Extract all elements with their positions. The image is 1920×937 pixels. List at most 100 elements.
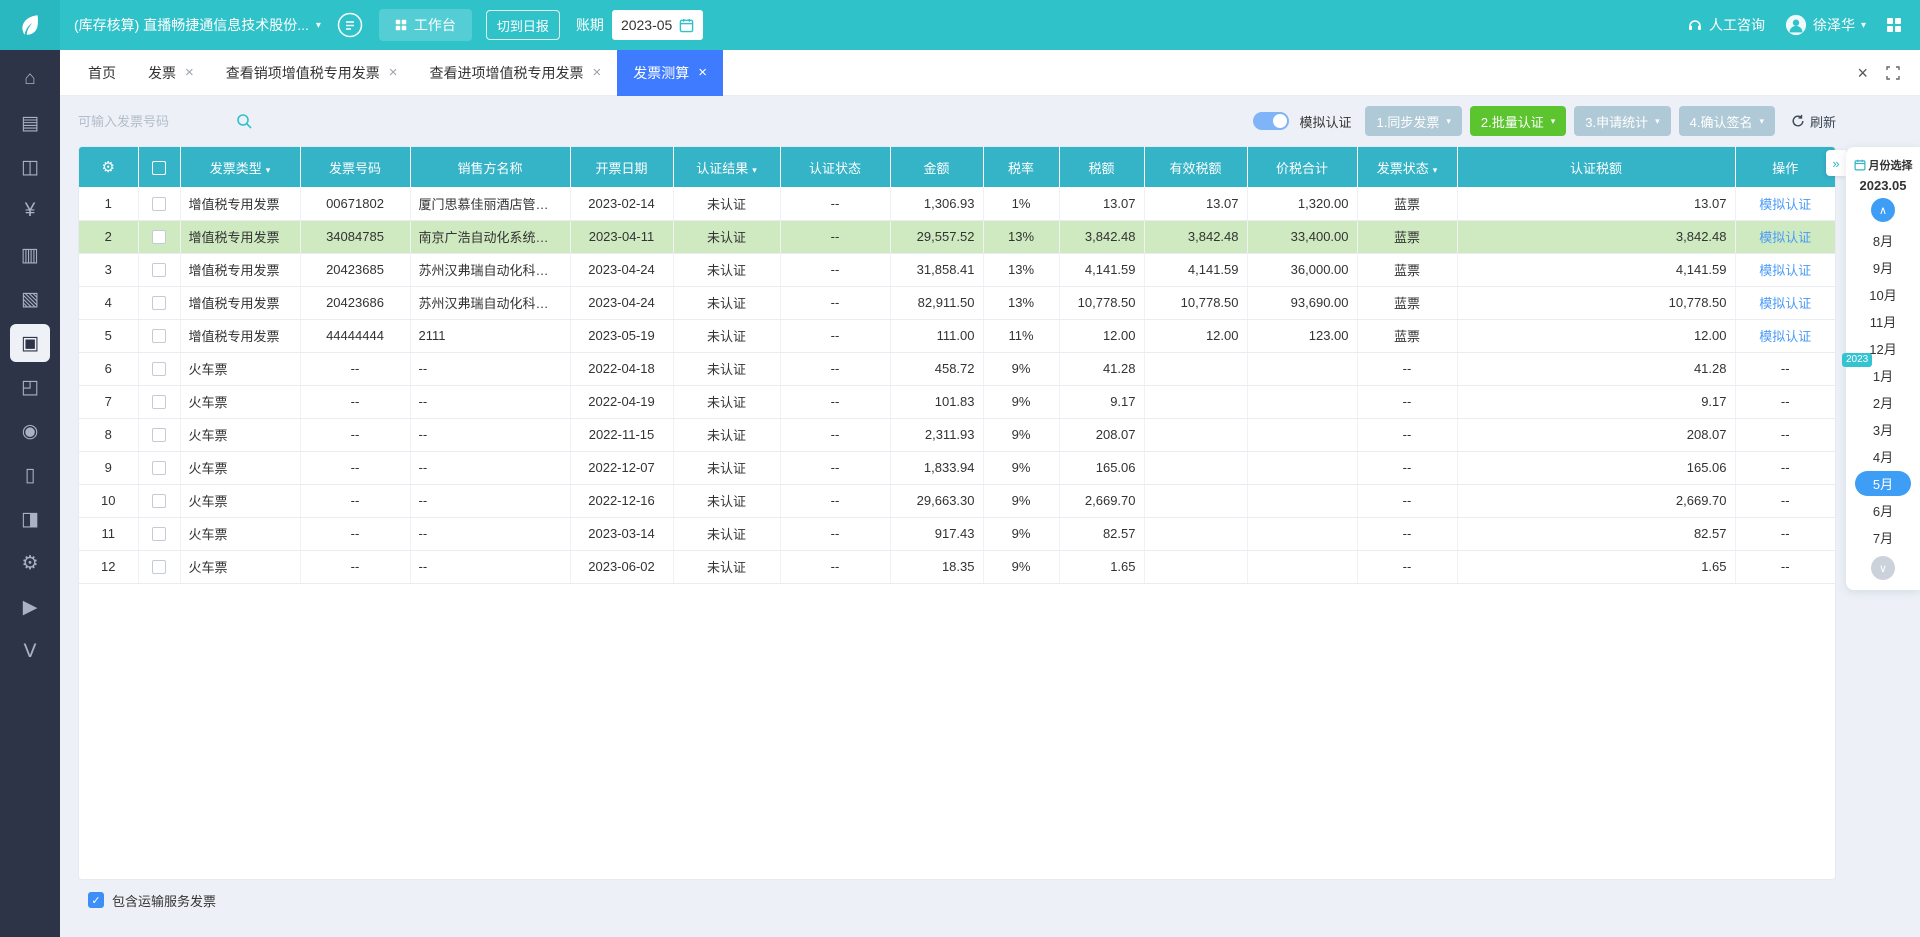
month-item-3[interactable]: 10月 bbox=[1855, 281, 1911, 308]
column-header-invoice-status[interactable]: 发票状态 ▾ bbox=[1357, 147, 1458, 187]
column-header-invoice-number[interactable]: 发票号码 bbox=[300, 147, 411, 187]
sidebar-item-salary[interactable]: ◨ bbox=[10, 500, 50, 538]
column-header-seller-name[interactable]: 销售方名称 bbox=[410, 147, 571, 187]
row-checkbox[interactable] bbox=[152, 428, 166, 443]
tab-close-icon[interactable]: × bbox=[698, 64, 708, 81]
close-icon[interactable]: × bbox=[1857, 62, 1868, 83]
month-item-10[interactable]: 5月 bbox=[1855, 471, 1911, 496]
tab-view-input-vat-invoice[interactable]: 查看进项增值税专用发票 × bbox=[414, 50, 618, 96]
month-item-9[interactable]: 4月 bbox=[1855, 443, 1911, 470]
row-checkbox[interactable] bbox=[152, 329, 166, 344]
sync-invoices-button[interactable]: 1.同步发票 ▾ bbox=[1365, 106, 1462, 136]
fullscreen-icon[interactable] bbox=[1886, 65, 1900, 80]
row-checkbox[interactable] bbox=[152, 494, 166, 509]
daily-report-icon[interactable] bbox=[337, 12, 363, 38]
simulate-certify-toggle[interactable] bbox=[1253, 112, 1290, 130]
month-item-12[interactable]: 7月 bbox=[1855, 524, 1911, 551]
simulate-certify-link[interactable]: 模拟认证 bbox=[1759, 263, 1812, 278]
app-logo[interactable] bbox=[0, 0, 60, 50]
filter-caret-icon[interactable]: ▾ bbox=[265, 164, 271, 175]
cell-amount: 31,858.41 bbox=[890, 253, 984, 287]
column-header-certify-result[interactable]: 认证结果 ▾ bbox=[673, 147, 781, 187]
search-icon[interactable] bbox=[236, 113, 252, 129]
column-header-certified-tax[interactable]: 认证税额 bbox=[1457, 147, 1736, 187]
switch-daily-button[interactable]: 切到日报 bbox=[485, 10, 560, 40]
row-checkbox[interactable] bbox=[152, 560, 166, 575]
company-selector[interactable]: (库存核算) 直播畅捷通信息技术股份... ▾ bbox=[74, 15, 321, 35]
invoice-number-search-input[interactable] bbox=[78, 113, 228, 129]
simulate-certify-link[interactable]: 模拟认证 bbox=[1759, 230, 1812, 245]
row-checkbox[interactable] bbox=[152, 362, 166, 377]
sidebar-item-voucher[interactable]: ▤ bbox=[10, 104, 50, 142]
row-checkbox[interactable] bbox=[152, 296, 166, 311]
tab-close-icon[interactable]: × bbox=[388, 64, 398, 81]
row-number: 12 bbox=[79, 550, 139, 584]
column-header-total-with-tax[interactable]: 价税合计 bbox=[1247, 147, 1358, 187]
sidebar-item-invoice[interactable]: ▥ bbox=[10, 236, 50, 274]
workbench-button[interactable]: 工作台 bbox=[378, 9, 472, 41]
column-header-tax-amount[interactable]: 税额 bbox=[1059, 147, 1145, 187]
month-item-2[interactable]: 9月 bbox=[1855, 254, 1911, 281]
simulate-certify-link[interactable]: 模拟认证 bbox=[1759, 196, 1812, 212]
sidebar-item-checkout[interactable]: ▯ bbox=[10, 456, 50, 494]
confirm-sign-button[interactable]: 4.确认签名 ▾ bbox=[1678, 106, 1775, 136]
month-item-7[interactable]: 2月 bbox=[1855, 389, 1911, 416]
row-checkbox[interactable] bbox=[152, 461, 166, 476]
select-all-checkbox[interactable] bbox=[152, 160, 166, 175]
month-item-4[interactable]: 11月 bbox=[1855, 308, 1911, 335]
tab-close-icon[interactable]: × bbox=[592, 64, 602, 81]
month-item-1[interactable]: 8月 bbox=[1855, 227, 1911, 254]
filter-caret-icon[interactable]: ▾ bbox=[1432, 164, 1438, 175]
sidebar-item-home[interactable]: ⌂ bbox=[10, 60, 50, 98]
scroll-up-button[interactable]: ∧ bbox=[1871, 198, 1895, 222]
month-item-5[interactable]: 12月 bbox=[1855, 335, 1911, 362]
column-header-invoice-date[interactable]: 开票日期 bbox=[570, 147, 674, 187]
column-header-certify-status[interactable]: 认证状态 bbox=[780, 147, 891, 187]
tab-invoice[interactable]: 发票 × bbox=[132, 50, 210, 96]
sidebar-item-funds[interactable]: ¥ bbox=[10, 192, 50, 230]
month-item-11[interactable]: 6月 bbox=[1855, 497, 1911, 524]
gear-icon[interactable]: ⚙ bbox=[101, 159, 115, 176]
column-settings-header[interactable]: ⚙ bbox=[79, 147, 139, 187]
column-header-operation[interactable]: 操作 bbox=[1735, 147, 1835, 187]
collapse-panel-button[interactable]: » bbox=[1826, 150, 1846, 176]
tab-home[interactable]: 首页 bbox=[72, 50, 132, 96]
scroll-down-button[interactable]: ∨ bbox=[1871, 556, 1895, 580]
filter-caret-icon[interactable]: ▾ bbox=[752, 164, 757, 175]
sidebar-item-reports[interactable]: ◫ bbox=[10, 148, 50, 186]
row-checkbox[interactable] bbox=[152, 527, 166, 542]
row-checkbox[interactable] bbox=[152, 395, 166, 410]
sidebar-item-ledger[interactable]: ▧ bbox=[10, 280, 50, 318]
support-link[interactable]: 人工咨询 bbox=[1687, 15, 1765, 35]
column-header-amount[interactable]: 金额 bbox=[890, 147, 984, 187]
column-header-valid-tax[interactable]: 有效税额 bbox=[1144, 147, 1248, 187]
tab-view-output-vat-invoice[interactable]: 查看销项增值税专用发票 × bbox=[210, 50, 414, 96]
month-item-8[interactable]: 3月 bbox=[1855, 416, 1911, 443]
transport-invoice-checkbox[interactable]: ✓ bbox=[88, 892, 104, 908]
row-checkbox[interactable] bbox=[152, 263, 166, 278]
row-checkbox[interactable] bbox=[152, 230, 166, 245]
refresh-button[interactable]: 刷新 bbox=[1791, 112, 1836, 131]
sidebar-item-brand[interactable]: Ⅴ bbox=[10, 632, 50, 670]
simulate-certify-link[interactable]: 模拟认证 bbox=[1759, 329, 1812, 344]
month-item-6[interactable]: 2023 1月 bbox=[1842, 353, 1911, 389]
apps-grid-icon[interactable] bbox=[1886, 17, 1902, 33]
period-selector[interactable]: 2023-05 bbox=[611, 10, 704, 40]
sidebar-item-service[interactable]: ◉ bbox=[10, 412, 50, 450]
simulate-certify-link[interactable]: 模拟认证 bbox=[1759, 296, 1812, 311]
sidebar-item-assets[interactable]: ◰ bbox=[10, 368, 50, 406]
sidebar-item-settings[interactable]: ⚙ bbox=[10, 544, 50, 582]
select-all-header[interactable] bbox=[138, 147, 181, 187]
tab-invoice-calculation[interactable]: 发票测算 × bbox=[617, 49, 724, 96]
row-checkbox[interactable] bbox=[152, 197, 166, 212]
sidebar-item-inventory[interactable]: ▣ bbox=[10, 324, 50, 362]
month-label: 12月 bbox=[1869, 342, 1897, 357]
tab-close-icon[interactable]: × bbox=[185, 64, 194, 81]
sidebar-item-training[interactable]: ▶ bbox=[10, 588, 50, 626]
batch-certify-button[interactable]: 2.批量认证 ▾ bbox=[1469, 106, 1567, 136]
user-menu[interactable]: 徐泽华 ▾ bbox=[1785, 14, 1866, 36]
apply-statistics-button[interactable]: 3.申请统计 ▾ bbox=[1574, 106, 1671, 136]
column-header-invoice-type[interactable]: 发票类型 ▾ bbox=[180, 147, 301, 187]
month-panel-header: 月份选择 bbox=[1854, 157, 1913, 173]
column-header-tax-rate[interactable]: 税率 bbox=[983, 147, 1060, 187]
